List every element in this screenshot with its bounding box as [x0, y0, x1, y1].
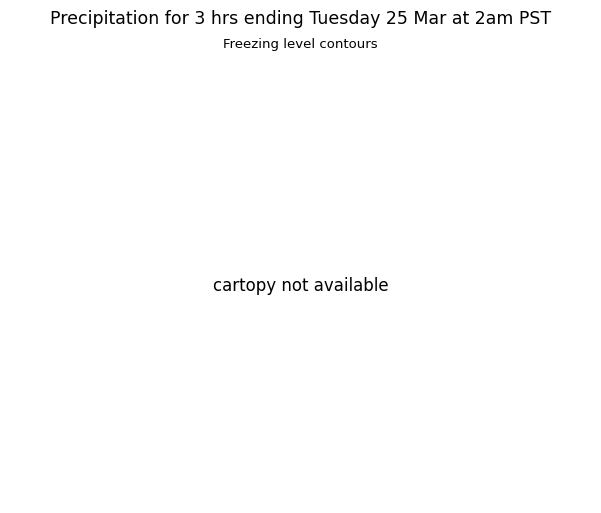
Text: cartopy not available: cartopy not available: [213, 277, 388, 295]
Text: Precipitation for 3 hrs ending Tuesday 25 Mar at 2am PST: Precipitation for 3 hrs ending Tuesday 2…: [50, 10, 551, 28]
Text: Freezing level contours: Freezing level contours: [223, 38, 378, 51]
